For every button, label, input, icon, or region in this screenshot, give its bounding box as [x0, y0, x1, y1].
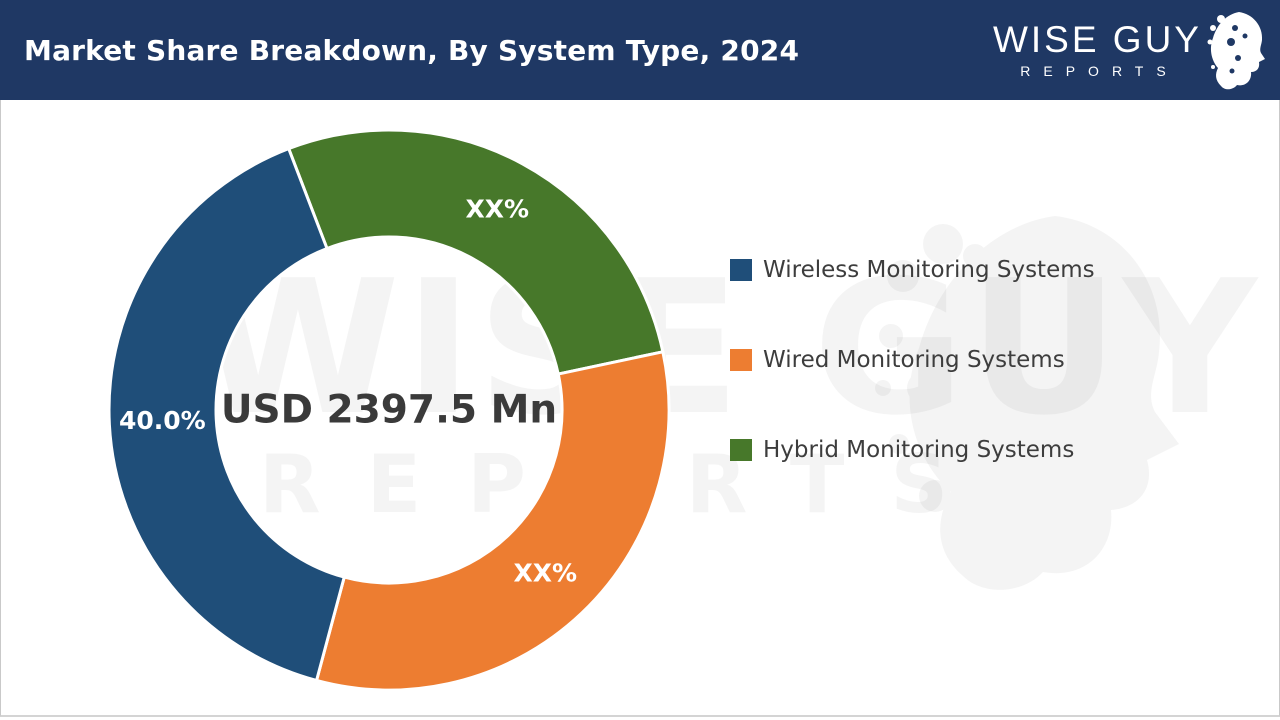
segment-percent-label: XX% [466, 195, 530, 224]
donut-segment-wireless-monitoring-systems [107, 147, 346, 682]
brand-logo: WISE GUY REPORTS [993, 8, 1266, 92]
donut-chart: XX% XX% 40.0% USD 2397.5 Mn [107, 128, 671, 692]
legend-label: Wired Monitoring Systems [763, 347, 1065, 373]
legend-swatch [730, 349, 752, 371]
brand-tagline: REPORTS [1020, 63, 1179, 79]
logo-face-icon [1207, 12, 1265, 90]
legend-swatch [730, 439, 752, 461]
legend-label: Hybrid Monitoring Systems [763, 437, 1075, 463]
page-title: Market Share Breakdown, By System Type, … [24, 33, 800, 67]
chart-canvas: WISE GUY REPORTS XX%XX%40.0%USD 2397.5 M… [0, 100, 1280, 717]
center-value-label: USD 2397.5 Mn [221, 388, 557, 433]
legend-label: Wireless Monitoring Systems [763, 257, 1095, 283]
legend-item: Wired Monitoring Systems [730, 347, 1095, 373]
brand-name: WISE GUY [992, 19, 1202, 60]
legend: Wireless Monitoring Systems Wired Monitor… [730, 257, 1095, 528]
donut-segment-wired-monitoring-systems [315, 350, 671, 692]
brand-logo-text: WISE GUY REPORTS [993, 21, 1202, 79]
legend-item: Wireless Monitoring Systems [730, 257, 1095, 283]
legend-swatch [730, 259, 752, 281]
header-bar: Market Share Breakdown, By System Type, … [0, 0, 1280, 100]
segment-percent-label: XX% [513, 559, 577, 588]
segment-percent-label: 40.0% [119, 406, 206, 435]
donut-segment-hybrid-monitoring-systems [287, 128, 665, 376]
legend-item: Hybrid Monitoring Systems [730, 437, 1095, 463]
